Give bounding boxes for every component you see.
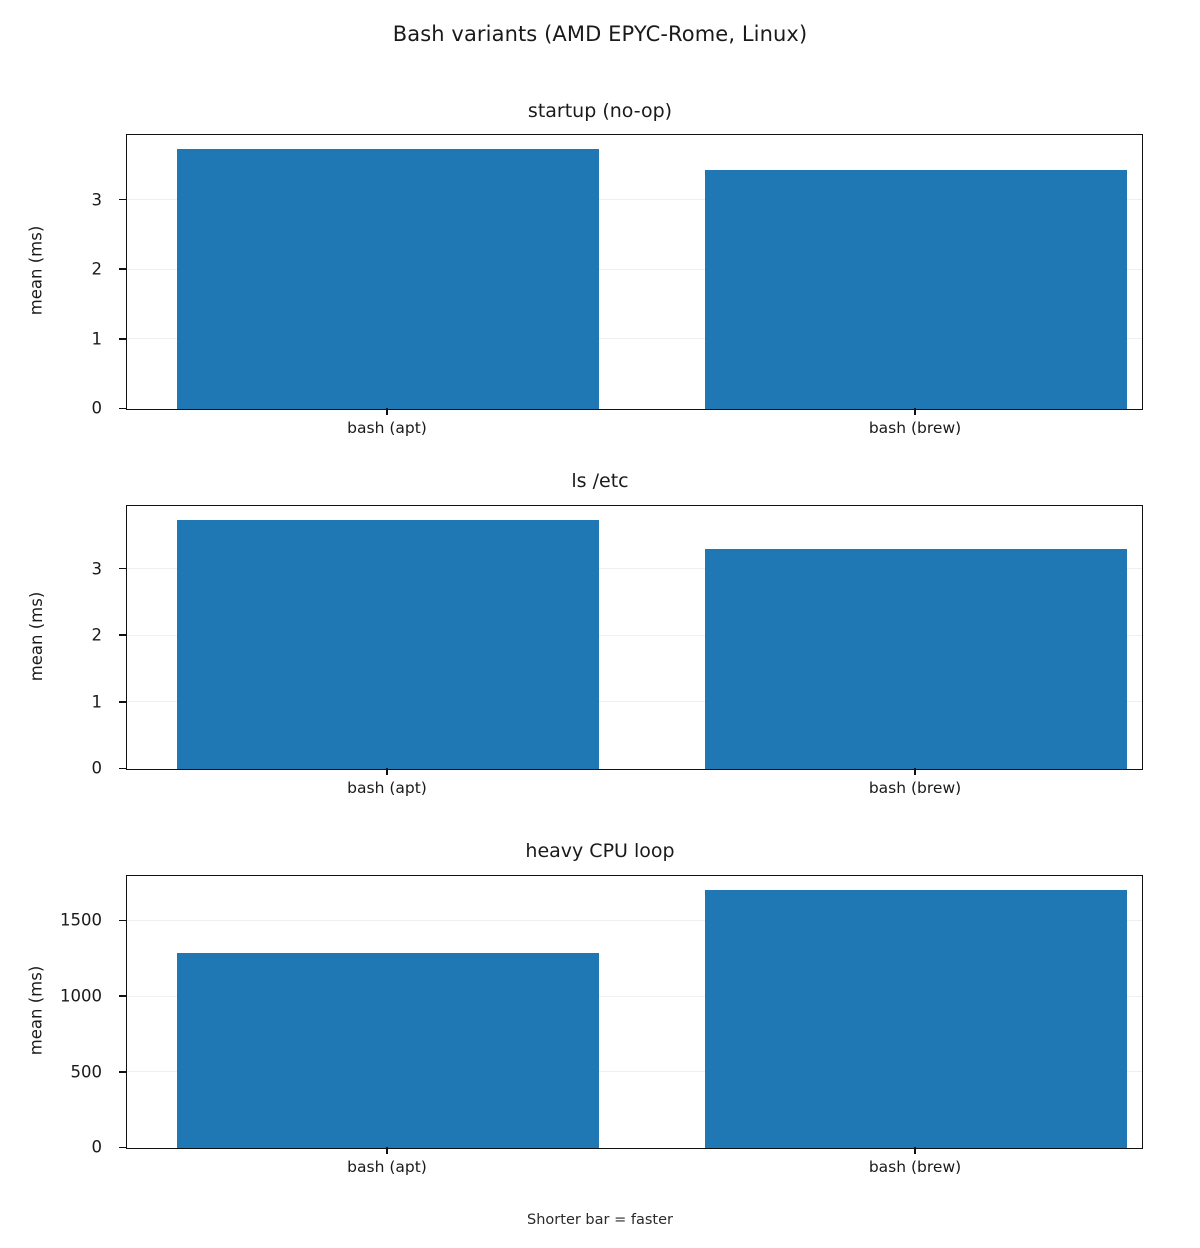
- x-tick-label: bash (apt): [347, 1158, 427, 1176]
- figure-footer-note: Shorter bar = faster: [527, 1212, 673, 1228]
- y-tick-label: 0: [91, 398, 103, 418]
- x-tick-label: bash (apt): [347, 779, 427, 797]
- y-tick-label: 0: [91, 1137, 103, 1157]
- x-tick-label: bash (brew): [868, 779, 962, 797]
- y-tick-mark: [119, 1146, 126, 1149]
- bar-bash-apt: [177, 519, 599, 769]
- y-axis-title: mean (ms): [26, 591, 46, 681]
- gridline: [127, 568, 1142, 570]
- y-tick-label: 500: [70, 1062, 103, 1082]
- y-tick-mark: [119, 767, 126, 770]
- y-tick-mark: [119, 919, 126, 922]
- figure-suptitle: Bash variants (AMD EPYC-Rome, Linux): [392, 22, 808, 46]
- plot-area: [126, 875, 1143, 1149]
- x-tick-label: bash (brew): [868, 419, 962, 437]
- gridline: [127, 701, 1142, 703]
- subplot-title: heavy CPU loop: [525, 840, 675, 862]
- y-axis-title: mean (ms): [26, 225, 46, 316]
- y-tick-label: 3: [91, 190, 103, 210]
- gridline: [127, 338, 1142, 340]
- x-tick-mark: [386, 1147, 388, 1155]
- y-tick-label: 1: [91, 329, 103, 349]
- gridline: [127, 1071, 1142, 1073]
- x-tick-mark: [914, 768, 916, 776]
- y-tick-mark: [119, 268, 126, 270]
- y-tick-label: 0: [91, 758, 103, 778]
- subplot-title: startup (no-op): [527, 100, 673, 122]
- y-axis-title: mean (ms): [26, 965, 46, 1056]
- bar-bash-apt: [177, 149, 599, 409]
- bar-bash-brew: [705, 548, 1127, 769]
- plot-area: [126, 505, 1143, 770]
- gridline: [127, 920, 1142, 922]
- x-tick-label: bash (brew): [868, 1158, 962, 1176]
- gridline: [127, 634, 1142, 636]
- y-tick-label: 1: [91, 692, 103, 712]
- gridline: [127, 995, 1142, 997]
- y-tick-label: 2: [91, 625, 103, 645]
- gridline: [127, 268, 1142, 270]
- x-tick-mark: [914, 408, 916, 416]
- y-tick-mark: [119, 338, 126, 340]
- y-tick-mark: [119, 1070, 126, 1073]
- x-tick-mark: [386, 768, 388, 776]
- y-tick-label: 2: [91, 259, 103, 279]
- plot-area: [126, 134, 1143, 410]
- y-tick-label: 1000: [60, 986, 102, 1006]
- y-tick-mark: [119, 634, 126, 636]
- bar-bash-brew: [705, 890, 1127, 1148]
- x-tick-mark: [914, 1147, 916, 1155]
- x-tick-mark: [386, 408, 388, 416]
- bar-bash-apt: [177, 952, 599, 1148]
- y-tick-mark: [119, 407, 126, 410]
- y-tick-mark: [119, 198, 126, 201]
- subplot-title: ls /etc: [571, 470, 629, 492]
- y-tick-mark: [119, 995, 126, 997]
- y-tick-label: 3: [91, 559, 103, 579]
- x-tick-label: bash (apt): [347, 419, 427, 437]
- y-tick-mark: [119, 700, 126, 703]
- y-tick-label: 1500: [60, 910, 102, 930]
- bar-bash-brew: [705, 170, 1127, 409]
- gridline: [127, 199, 1142, 201]
- y-tick-mark: [119, 567, 126, 570]
